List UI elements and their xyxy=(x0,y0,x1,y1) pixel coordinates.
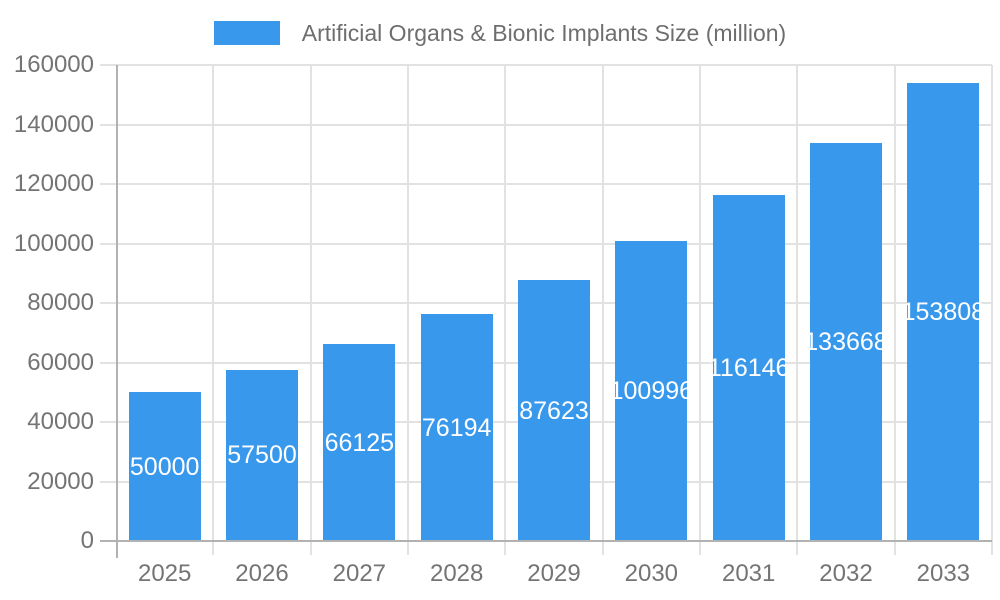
bar-2030[interactable] xyxy=(615,240,688,541)
bar-2026[interactable] xyxy=(226,369,298,541)
bar-value-label: 153808 xyxy=(901,298,986,327)
gridline-vertical xyxy=(991,65,993,555)
bar-value-label: 100996 xyxy=(609,376,694,405)
bar-value-label: 87623 xyxy=(519,396,589,425)
gridline-horizontal xyxy=(100,123,992,126)
bar-value-label: 66125 xyxy=(324,428,395,457)
bar-value-label: 57500 xyxy=(227,441,297,470)
y-axis-tick-label: 0 xyxy=(80,527,94,554)
x-axis-tick-label: 2027 xyxy=(332,560,387,587)
gridline-vertical xyxy=(407,65,409,555)
legend-swatch-icon xyxy=(213,21,280,45)
y-axis-tick-label: 120000 xyxy=(13,170,94,197)
bar-2025[interactable] xyxy=(128,392,201,541)
gridline-vertical xyxy=(309,65,312,555)
bar-value-label: 133668 xyxy=(804,328,888,357)
gridline-vertical xyxy=(893,65,896,555)
x-axis-tick-label: 2032 xyxy=(819,560,873,587)
x-axis-tick-label: 2031 xyxy=(721,560,776,587)
gridline-vertical xyxy=(601,65,604,555)
bar-2033[interactable] xyxy=(907,83,980,541)
x-axis-tick-label: 2026 xyxy=(235,560,289,587)
x-axis-tick-label: 2033 xyxy=(916,560,971,587)
y-axis-tick-label: 40000 xyxy=(27,408,94,435)
gridline-vertical xyxy=(699,65,701,555)
bar-2029[interactable] xyxy=(518,280,590,541)
legend[interactable]: Artificial Organs & Bionic Implants Size… xyxy=(0,18,1000,48)
gridline-horizontal xyxy=(100,242,992,245)
y-axis-tick-label: 140000 xyxy=(13,110,94,138)
gridline-horizontal xyxy=(100,64,992,66)
y-axis-line xyxy=(116,65,118,558)
bar-value-label: 76194 xyxy=(421,413,492,442)
gridline-horizontal xyxy=(100,540,992,542)
bar-value-label: 50000 xyxy=(129,452,200,481)
x-axis-tick-label: 2028 xyxy=(429,560,484,587)
bar-2027[interactable] xyxy=(323,344,396,541)
y-axis-tick-label: 160000 xyxy=(13,51,94,78)
plot-area: 50000 57500 66125 76194 87623 100996 116146 133… xyxy=(100,64,993,558)
gridline-vertical xyxy=(504,65,507,555)
x-axis-tick-label: 2029 xyxy=(527,560,581,587)
legend-label: Artificial Organs & Bionic Implants Size… xyxy=(301,19,787,46)
bar-2031[interactable] xyxy=(712,195,785,541)
gridline-vertical xyxy=(796,65,799,555)
y-axis-tick-label: 100000 xyxy=(13,229,94,257)
x-axis-tick-label: 2030 xyxy=(624,560,679,587)
y-axis-tick-label: 80000 xyxy=(27,289,94,316)
gridline-horizontal xyxy=(100,183,992,185)
y-axis-tick-label: 60000 xyxy=(27,348,94,376)
bar-value-label: 116146 xyxy=(707,354,790,383)
y-axis-tick-label: 20000 xyxy=(27,467,94,495)
x-axis-tick-label: 2025 xyxy=(137,560,192,587)
bar-2032[interactable] xyxy=(810,143,882,541)
gridline-vertical xyxy=(212,65,215,555)
bar-2028[interactable] xyxy=(420,314,493,541)
